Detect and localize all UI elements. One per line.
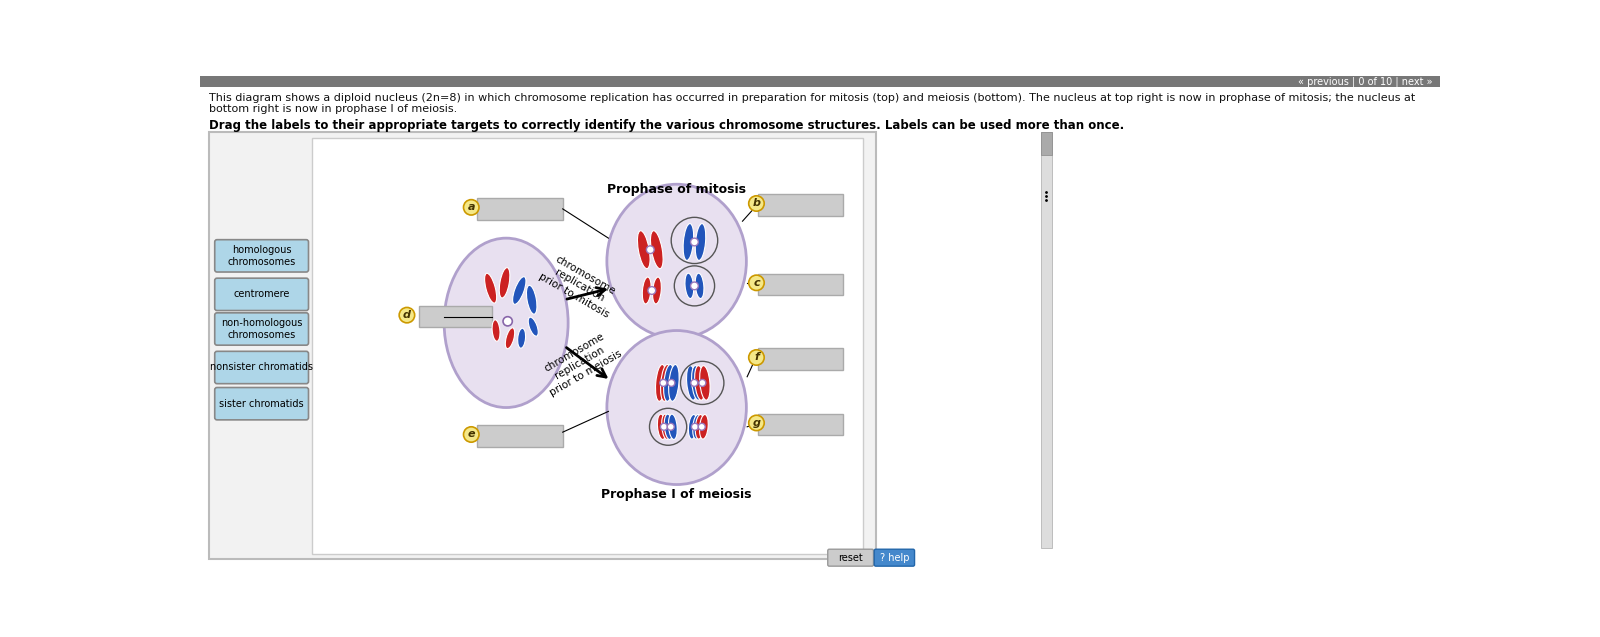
Text: centromere: centromere	[234, 289, 290, 299]
Ellipse shape	[664, 414, 674, 440]
Ellipse shape	[685, 273, 694, 299]
Text: b: b	[752, 199, 760, 208]
Ellipse shape	[696, 415, 704, 439]
Text: Prophase of mitosis: Prophase of mitosis	[606, 183, 746, 196]
Ellipse shape	[693, 415, 701, 439]
Ellipse shape	[493, 320, 501, 341]
Ellipse shape	[699, 415, 709, 439]
Ellipse shape	[506, 328, 515, 348]
Ellipse shape	[658, 414, 666, 440]
FancyBboxPatch shape	[214, 387, 309, 420]
Ellipse shape	[688, 415, 698, 439]
Ellipse shape	[606, 184, 746, 338]
Ellipse shape	[499, 268, 510, 298]
Circle shape	[749, 275, 765, 290]
Text: bottom right is now in prophase I of meiosis.: bottom right is now in prophase I of mei…	[210, 104, 458, 114]
Circle shape	[646, 246, 654, 254]
Text: chromosome
replication
prior to mitosis: chromosome replication prior to mitosis	[538, 252, 622, 320]
Text: non-homologous
chromosomes: non-homologous chromosomes	[221, 318, 302, 340]
Ellipse shape	[699, 366, 710, 400]
FancyBboxPatch shape	[477, 198, 563, 220]
Circle shape	[661, 424, 667, 430]
FancyBboxPatch shape	[874, 549, 915, 566]
Text: g: g	[752, 418, 760, 428]
FancyBboxPatch shape	[214, 313, 309, 345]
Circle shape	[691, 424, 699, 430]
Circle shape	[667, 424, 674, 430]
Circle shape	[464, 199, 478, 215]
Circle shape	[648, 287, 656, 294]
Text: homologous
chromosomes: homologous chromosomes	[227, 245, 296, 267]
FancyBboxPatch shape	[1042, 132, 1051, 155]
Circle shape	[502, 317, 512, 326]
Text: a: a	[467, 203, 475, 212]
Ellipse shape	[642, 277, 651, 304]
FancyBboxPatch shape	[214, 278, 309, 310]
Text: f: f	[754, 352, 758, 362]
Ellipse shape	[669, 414, 677, 440]
Ellipse shape	[512, 276, 526, 304]
Ellipse shape	[683, 224, 694, 261]
Text: This diagram shows a diploid nucleus (2n=8) in which chromosome replication has : This diagram shows a diploid nucleus (2n…	[210, 94, 1416, 103]
Circle shape	[691, 282, 698, 290]
Ellipse shape	[445, 238, 568, 408]
Circle shape	[749, 415, 765, 431]
Circle shape	[749, 196, 765, 211]
Ellipse shape	[518, 328, 525, 348]
Ellipse shape	[686, 366, 698, 400]
Text: reset: reset	[838, 553, 862, 562]
Ellipse shape	[637, 231, 650, 269]
Circle shape	[691, 238, 698, 246]
FancyBboxPatch shape	[214, 352, 309, 383]
Ellipse shape	[651, 231, 662, 269]
Ellipse shape	[656, 364, 666, 401]
Text: chromosome
replication
prior to meiosis: chromosome replication prior to meiosis	[536, 328, 624, 397]
Text: ? help: ? help	[880, 553, 909, 562]
Text: « previous | 0 of 10 | next »: « previous | 0 of 10 | next »	[1298, 76, 1432, 87]
Ellipse shape	[696, 224, 706, 261]
FancyBboxPatch shape	[210, 132, 875, 559]
FancyBboxPatch shape	[758, 413, 843, 435]
Ellipse shape	[661, 364, 670, 401]
Text: c: c	[754, 278, 760, 288]
FancyBboxPatch shape	[1042, 132, 1051, 548]
FancyBboxPatch shape	[758, 273, 843, 295]
Circle shape	[699, 380, 706, 387]
Ellipse shape	[669, 364, 678, 401]
FancyBboxPatch shape	[312, 138, 862, 554]
Ellipse shape	[528, 317, 538, 336]
Ellipse shape	[526, 285, 538, 314]
Circle shape	[398, 308, 414, 323]
Ellipse shape	[694, 273, 704, 299]
FancyBboxPatch shape	[214, 240, 309, 272]
Text: nonsister chromatids: nonsister chromatids	[210, 362, 314, 373]
Ellipse shape	[664, 364, 674, 401]
Circle shape	[464, 427, 478, 442]
Circle shape	[667, 380, 675, 387]
Ellipse shape	[653, 277, 661, 304]
Text: Drag the labels to their appropriate targets to correctly identify the various c: Drag the labels to their appropriate tar…	[210, 118, 1125, 132]
Text: sister chromatids: sister chromatids	[219, 399, 304, 409]
Circle shape	[659, 380, 667, 387]
Ellipse shape	[485, 273, 496, 303]
Ellipse shape	[662, 414, 670, 440]
Ellipse shape	[694, 366, 706, 400]
FancyBboxPatch shape	[419, 306, 493, 327]
Circle shape	[698, 424, 706, 430]
FancyBboxPatch shape	[758, 348, 843, 370]
FancyBboxPatch shape	[827, 549, 874, 566]
Text: e: e	[467, 429, 475, 440]
FancyBboxPatch shape	[758, 194, 843, 216]
Text: Prophase I of meiosis: Prophase I of meiosis	[602, 489, 752, 501]
Text: d: d	[403, 310, 411, 320]
FancyBboxPatch shape	[477, 426, 563, 447]
Circle shape	[691, 380, 698, 387]
Ellipse shape	[606, 331, 746, 485]
FancyBboxPatch shape	[200, 76, 1440, 87]
Circle shape	[749, 350, 765, 365]
Ellipse shape	[691, 366, 702, 400]
